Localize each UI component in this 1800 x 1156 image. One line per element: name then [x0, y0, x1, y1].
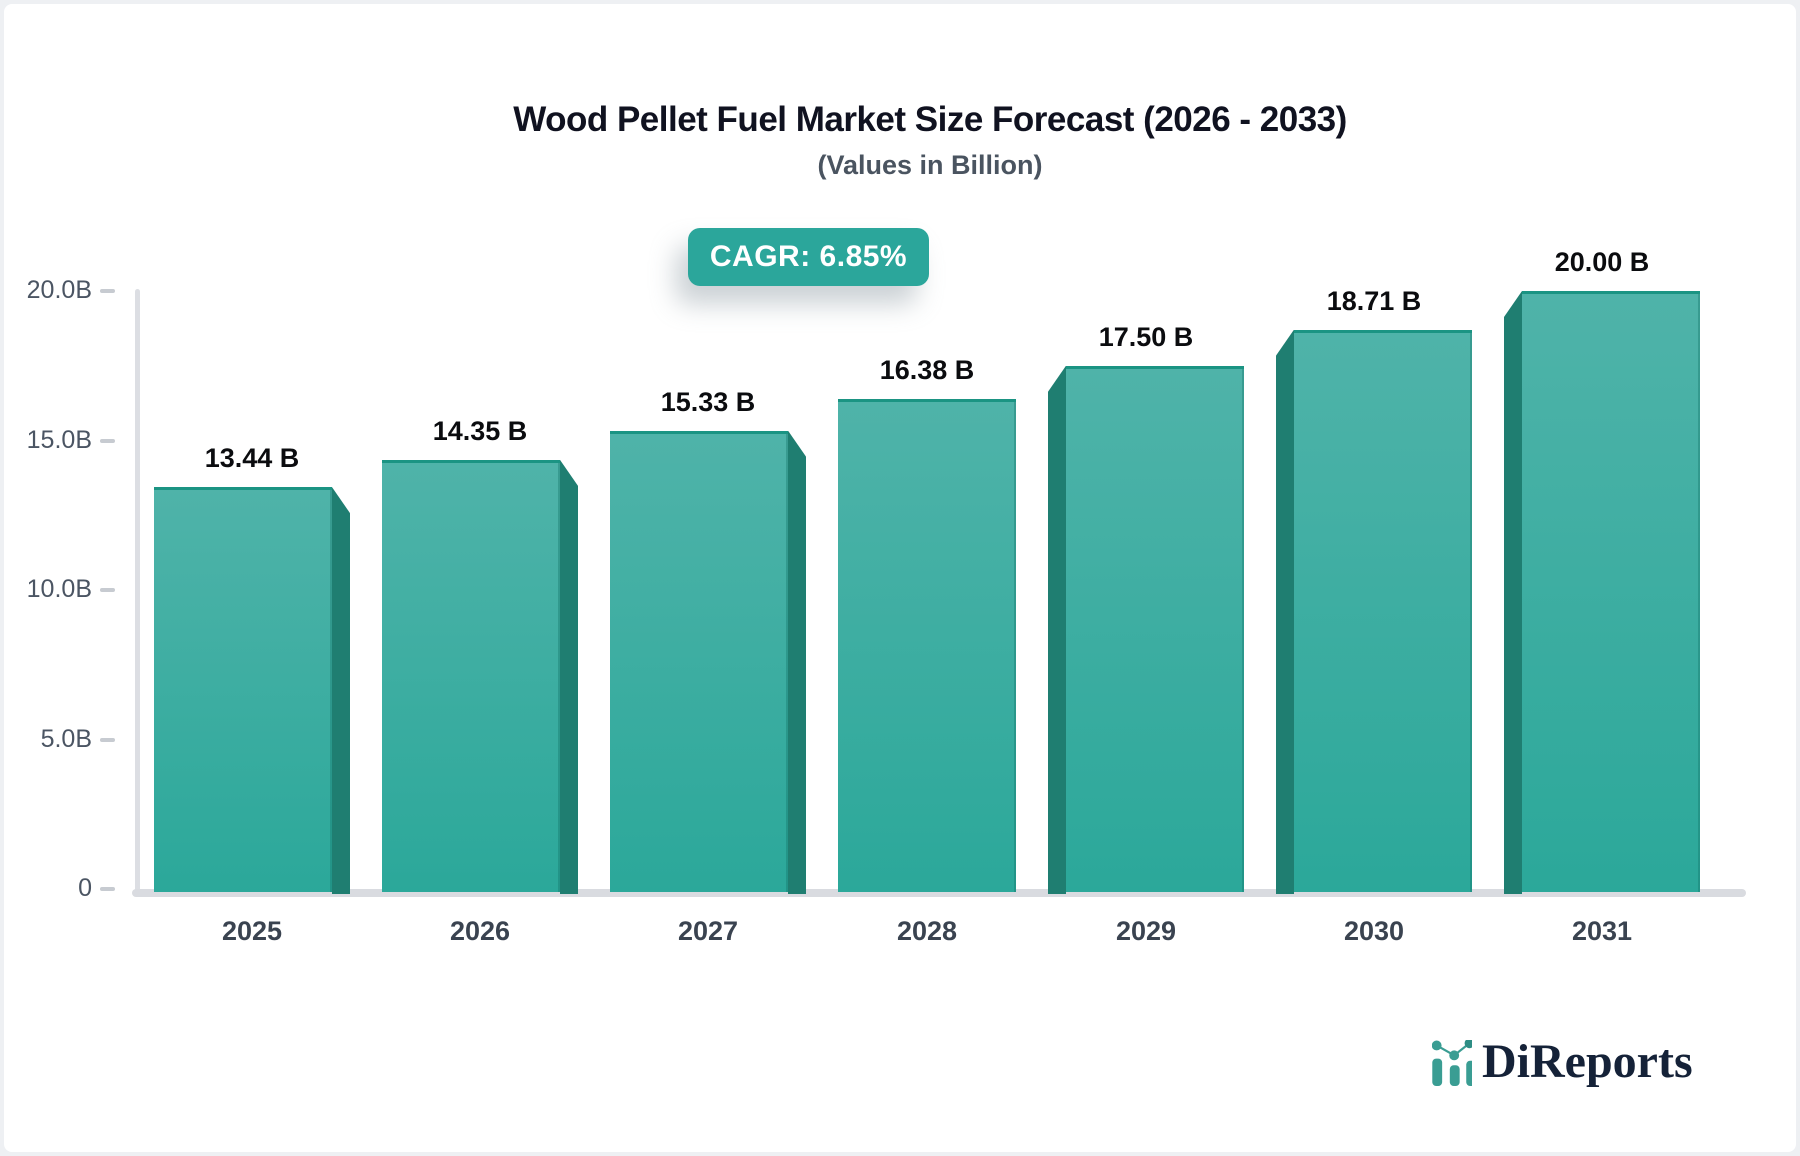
y-axis-line: [135, 289, 140, 893]
bar-front-face: [1066, 365, 1244, 892]
bar-value-label: 18.71 B: [1326, 285, 1422, 316]
bar-2025: [154, 487, 350, 894]
x-axis-tick-label: 2028: [896, 916, 958, 946]
y-axis-tick-mark: [100, 289, 115, 293]
x-axis-tick-label: 2031: [1571, 916, 1633, 946]
y-axis-tick-mark: [100, 887, 115, 891]
x-axis-tick-label: 2027: [677, 916, 739, 946]
bar-side-face: [1504, 291, 1522, 894]
y-axis-tick-mark: [100, 438, 115, 443]
bar-2028: [838, 399, 1016, 892]
y-axis-tick-label: 5.0B: [40, 724, 92, 753]
y-axis-tick-label: 20.0B: [26, 276, 92, 304]
bar-value-label: 16.38 B: [879, 355, 975, 386]
x-axis-tick-label: 2025: [221, 916, 283, 946]
bar-2030: [1276, 329, 1472, 894]
bar-value-label: 13.44 B: [204, 443, 300, 474]
bar-front-face: [382, 459, 560, 892]
bar-2029: [1048, 365, 1244, 894]
chart-title: Wood Pellet Fuel Market Size Forecast (2…: [513, 100, 1347, 139]
brand-logo-text: DiReports: [1482, 1035, 1693, 1088]
y-axis-tick-label: 0: [78, 874, 92, 902]
chart-card: Wood Pellet Fuel Market Size Forecast (2…: [4, 4, 1796, 1152]
bar-side-face: [332, 487, 350, 894]
bar-2026: [382, 459, 578, 894]
cagr-badge: CAGR: 6.85%: [688, 228, 929, 286]
bar-value-label: 20.00 B: [1554, 247, 1650, 277]
bar-front-face: [610, 430, 788, 892]
x-axis-line: [132, 889, 1746, 897]
bar-side-face: [1048, 365, 1066, 894]
bar-side-face: [560, 459, 578, 894]
cagr-badge-label: CAGR: 6.85%: [709, 240, 908, 273]
bar-front-face: [154, 487, 332, 892]
bar-value-label: 17.50 B: [1098, 321, 1194, 352]
bar-front-face: [1522, 291, 1700, 892]
bar-side-face: [1276, 329, 1294, 894]
x-axis-tick-label: 2029: [1115, 916, 1177, 946]
y-axis-tick-label: 10.0B: [26, 575, 92, 603]
y-axis-tick-label: 15.0B: [26, 425, 92, 454]
x-axis-tick-label: 2026: [449, 916, 511, 946]
bar-side-face: [788, 430, 806, 894]
bar-front-face: [1294, 329, 1472, 892]
bar-chart-icon: [1432, 1040, 1472, 1086]
brand-logo: DiReports: [1432, 1038, 1693, 1086]
bar-value-label: 14.35 B: [432, 415, 528, 446]
y-axis-tick-mark: [100, 588, 115, 592]
bar-2031: [1504, 291, 1700, 894]
y-axis-tick-mark: [100, 737, 115, 742]
bar-value-label: 15.33 B: [660, 386, 756, 417]
x-axis-tick-label: 2030: [1343, 916, 1405, 946]
chart-subtitle: (Values in Billion): [817, 150, 1043, 180]
bar-front-face: [838, 399, 1016, 892]
bar-2027: [610, 430, 806, 894]
